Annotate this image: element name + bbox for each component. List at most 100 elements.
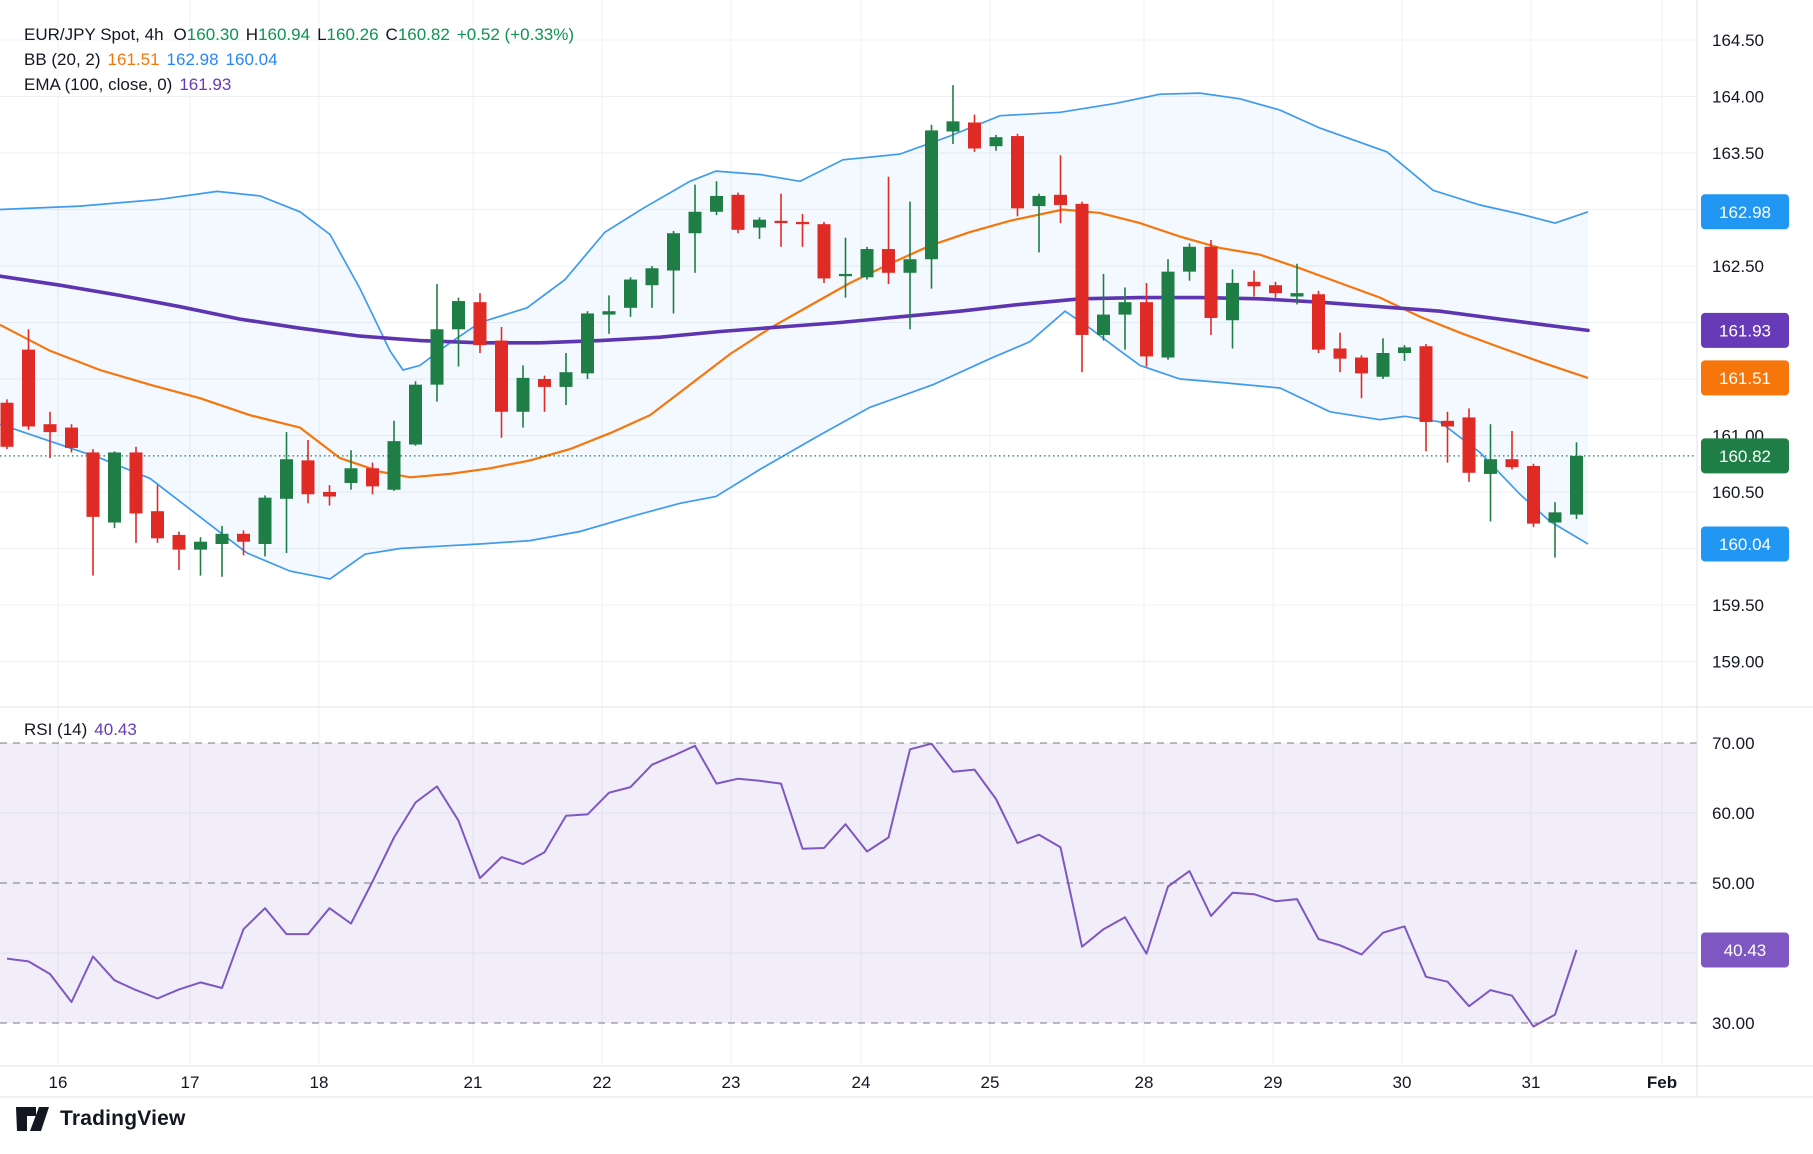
- candle-up: [602, 311, 616, 315]
- candle-down: [86, 452, 100, 517]
- bb-lower-badge: 160.04: [1701, 526, 1789, 562]
- pane-separators: [0, 0, 1813, 1098]
- candle-down: [151, 511, 164, 539]
- candle-up: [925, 130, 938, 260]
- candle-down: [22, 349, 35, 427]
- candle-up: [1484, 459, 1497, 474]
- candle-down: [1247, 281, 1261, 287]
- time-axis-label: 31: [1522, 1073, 1541, 1092]
- candle-down: [43, 424, 57, 433]
- candle-down: [1075, 203, 1089, 335]
- symbol-legend-row[interactable]: EUR/JPY Spot, 4h O160.30 H160.94 L160.26 C16…: [24, 22, 581, 47]
- candle-up: [903, 259, 917, 273]
- candle-up: [215, 533, 229, 544]
- last-price-badge: 160.82: [1701, 438, 1789, 474]
- time-axis-label: 22: [593, 1073, 612, 1092]
- gridlines: [0, 0, 1697, 1066]
- rsi-axis-label: 30.00: [1712, 1014, 1755, 1033]
- rsi-title[interactable]: RSI (14): [24, 720, 88, 739]
- tradingview-logo-text[interactable]: TradingView: [60, 1107, 186, 1130]
- rsi-line: [6, 742, 1578, 1028]
- candle-down: [1355, 357, 1368, 374]
- price-axis-label: 164.50: [1712, 31, 1764, 50]
- candle-down: [129, 452, 143, 514]
- candle-up: [753, 219, 766, 228]
- candle-up: [989, 137, 1003, 147]
- bb-title[interactable]: BB (20, 2): [24, 50, 101, 69]
- candle-down: [1054, 194, 1067, 205]
- candle-up: [645, 268, 659, 286]
- candle-down: [495, 340, 508, 412]
- candle-up: [1376, 353, 1390, 377]
- ema-line: [0, 274, 1590, 345]
- candle-up: [258, 497, 272, 544]
- candle-down: [882, 249, 895, 273]
- price-axis[interactable]: 164.50164.00163.50162.50161.00160.50159.…: [1701, 31, 1789, 672]
- bb-upper-badge: 162.98: [1701, 194, 1789, 230]
- rsi-badge: 40.43: [1701, 932, 1789, 968]
- candle-up: [1570, 455, 1583, 515]
- candles-layer: [0, 85, 1583, 577]
- candle-up: [581, 313, 594, 374]
- candle-up: [624, 279, 637, 308]
- candle-up: [430, 329, 444, 385]
- time-axis[interactable]: 16 17 18 21 22 23 24 25 28 29 30 31 Feb: [49, 1073, 1678, 1092]
- time-axis-label: 25: [981, 1073, 1000, 1092]
- high-key: H: [245, 25, 259, 44]
- rsi-axis-label: 60.00: [1712, 804, 1755, 823]
- price-axis-label: 160.50: [1712, 483, 1764, 502]
- candle-down: [237, 533, 250, 542]
- high-value: 160.94: [258, 25, 311, 44]
- candle-up: [946, 121, 960, 132]
- symbol-title[interactable]: EUR/JPY Spot, 4h: [24, 25, 164, 44]
- price-axis-label: 162.50: [1712, 257, 1764, 276]
- candle-down: [1419, 346, 1433, 422]
- close-value: 160.82: [397, 25, 450, 44]
- rsi-axis-label: 50.00: [1712, 874, 1755, 893]
- bb-upper-line: [0, 92, 1589, 371]
- candle-down: [323, 492, 336, 497]
- bb-legend-row[interactable]: BB (20, 2) 161.51 162.98 160.04: [24, 47, 581, 72]
- candle-up: [667, 233, 680, 271]
- candle-up: [860, 249, 874, 278]
- candle-down: [538, 379, 551, 387]
- close-key: C: [385, 25, 398, 44]
- low-key: L: [317, 25, 327, 44]
- change-value: +0.52 (+0.33%): [456, 25, 575, 44]
- time-axis-label: 30: [1393, 1073, 1412, 1092]
- main-legend: EUR/JPY Spot, 4h O160.30 H160.94 L160.26 C16…: [24, 22, 581, 97]
- candle-up: [1226, 282, 1239, 321]
- bb-lower-line: [0, 310, 1589, 580]
- rsi-axis[interactable]: 70.00 60.00 50.00 30.00 40.43: [1701, 734, 1789, 1033]
- price-axis-label: 159.50: [1712, 596, 1764, 615]
- candle-up: [1548, 512, 1562, 523]
- candle-up: [1118, 302, 1132, 315]
- candle-up: [194, 541, 207, 550]
- bb-lower-value: 160.04: [225, 50, 278, 69]
- time-axis-label: 21: [464, 1073, 483, 1092]
- candle-up: [516, 377, 530, 412]
- time-axis-label: 28: [1135, 1073, 1154, 1092]
- time-axis-label: 17: [181, 1073, 200, 1092]
- ema-title[interactable]: EMA (100, close, 0): [24, 75, 173, 94]
- candle-up: [1183, 246, 1196, 272]
- candle-up: [559, 372, 573, 387]
- candle-up: [710, 195, 723, 212]
- open-value: 160.30: [186, 25, 239, 44]
- time-axis-label: 24: [852, 1073, 871, 1092]
- ema-value: 161.93: [179, 75, 232, 94]
- candle-up: [387, 441, 401, 490]
- candle-up: [839, 273, 852, 277]
- candle-down: [1269, 285, 1282, 294]
- time-axis-label: 29: [1264, 1073, 1283, 1092]
- candle-up: [688, 211, 702, 234]
- open-key: O: [173, 25, 187, 44]
- ema-legend-row[interactable]: EMA (100, close, 0) 161.93: [24, 72, 581, 97]
- candle-down: [1333, 348, 1347, 359]
- candle-up: [452, 301, 465, 330]
- rsi-legend-row[interactable]: RSI (14) 40.43: [24, 720, 144, 740]
- tradingview-logo-icon[interactable]: [16, 1106, 50, 1132]
- time-axis-label: 23: [722, 1073, 741, 1092]
